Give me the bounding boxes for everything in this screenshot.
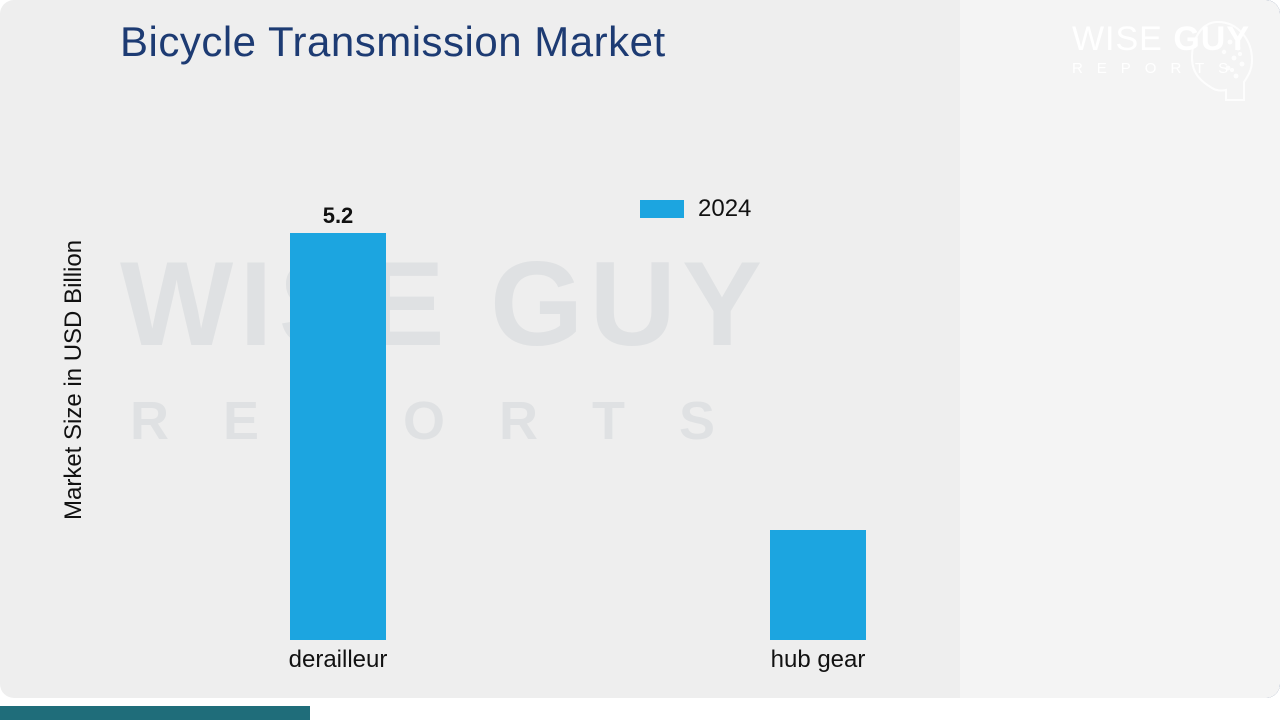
logo-word-wise: WISE (1072, 20, 1163, 58)
logo-line1: WISE GUY (1072, 22, 1250, 56)
x-label-hub-gear: hub gear (718, 646, 918, 674)
logo-word-guy: GUY (1173, 20, 1250, 58)
plot-area: 5.2 derailleur hub gear (130, 170, 950, 640)
teal-accent-strip (0, 706, 310, 720)
y-axis-label: Market Size in USD Billion (60, 240, 88, 520)
stage: WISE GUY REPORTS Bicycle Transmission Ma… (0, 0, 1280, 720)
chart-title: Bicycle Transmission Market (120, 18, 666, 66)
logo-line2: REPORTS (1072, 60, 1250, 77)
x-label-derailleur: derailleur (238, 646, 438, 674)
bar-derailleur (290, 233, 386, 640)
bar-value-derailleur: 5.2 (238, 203, 438, 229)
brand-logo: WISE GUY REPORTS (1072, 22, 1250, 77)
bar-hub-gear (770, 530, 866, 640)
